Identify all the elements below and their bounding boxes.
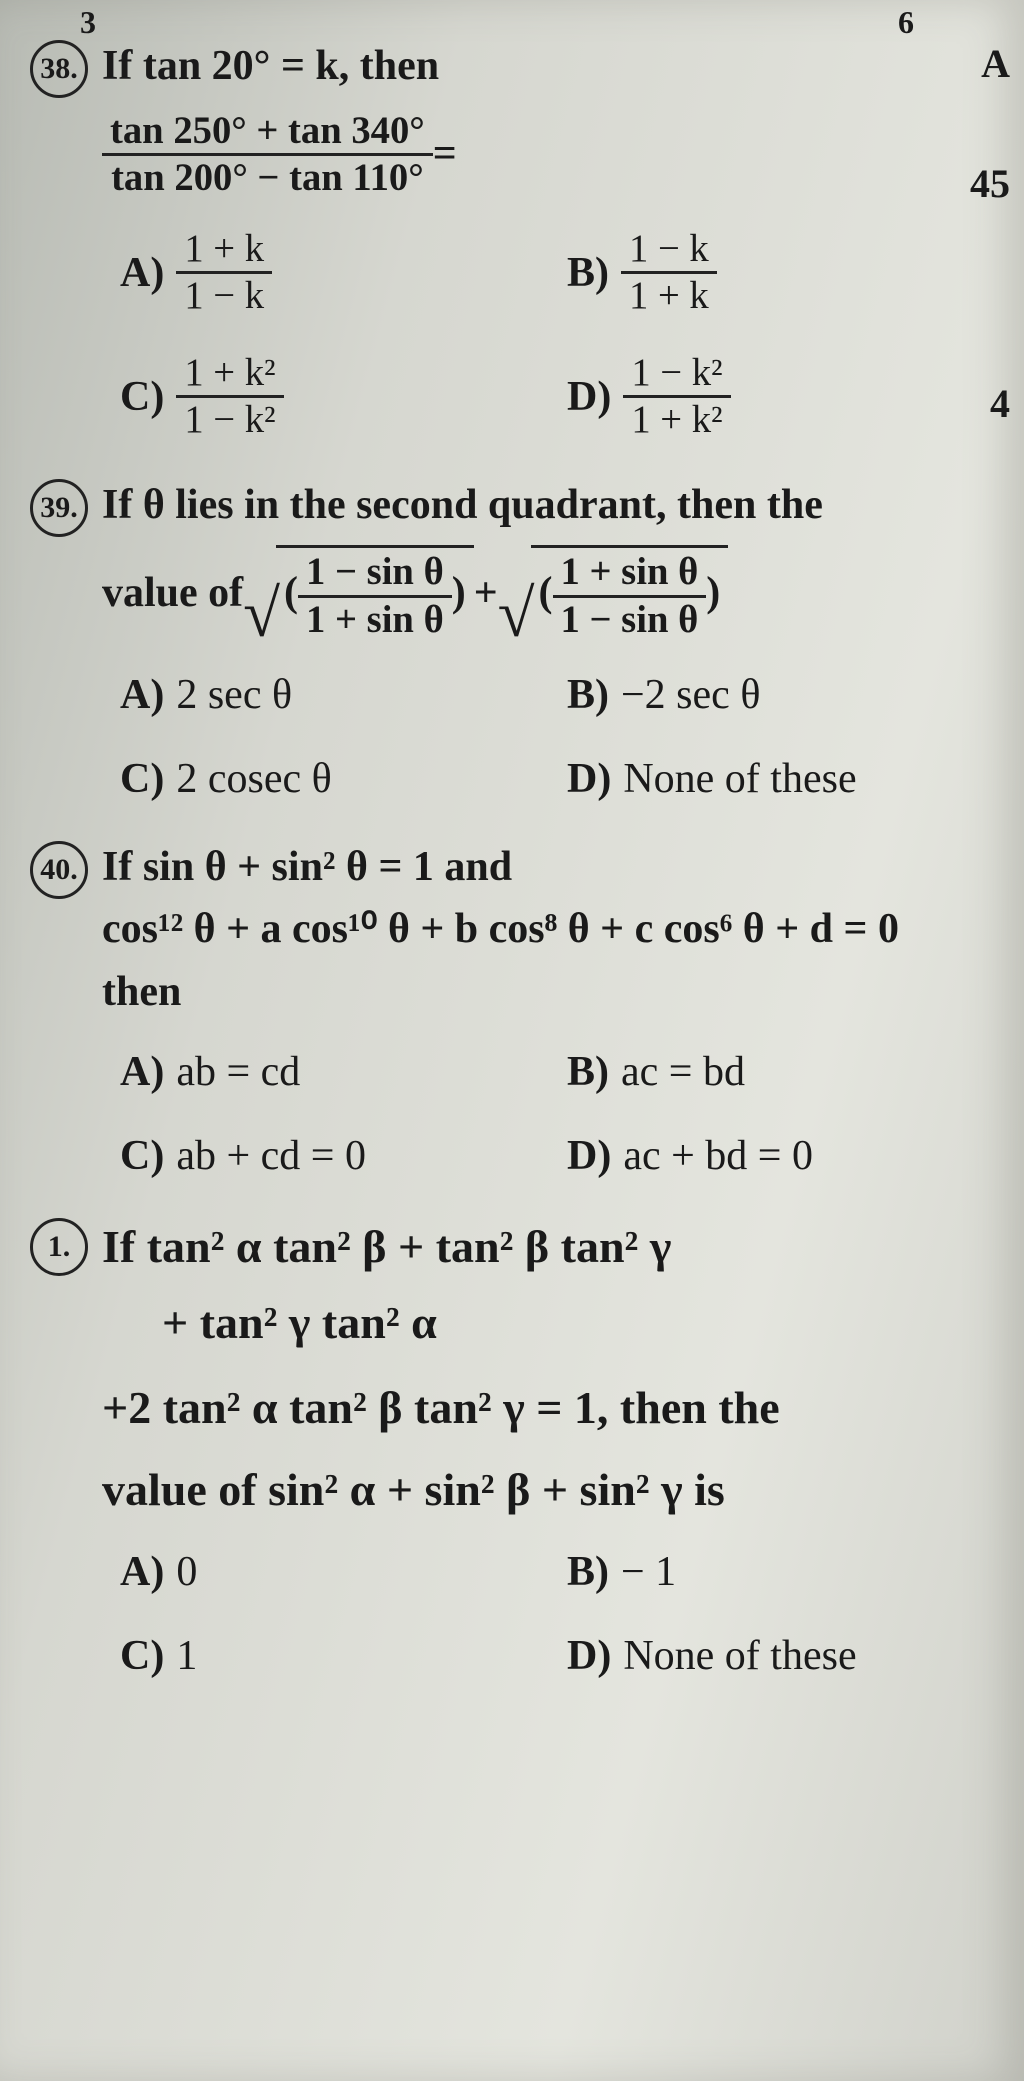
q39-opt-D: D)None of these <box>567 755 974 803</box>
q39-opt-A: A)2 sec θ <box>120 671 527 719</box>
q40-stem-b: cos¹² θ + a cos¹⁰ θ + b cos⁸ θ + c cos⁶ … <box>102 903 899 956</box>
q41-line1: If tan² α tan² β + tan² β tan² γ <box>102 1218 780 1276</box>
q40-opt-D: D)ac + bd = 0 <box>567 1132 974 1180</box>
q40-stem-c: then <box>102 966 899 1019</box>
q41-opt-A: A)0 <box>120 1548 527 1596</box>
q39-value-of: value of <box>102 567 243 620</box>
q39-opt-C: C)2 cosec θ <box>120 755 527 803</box>
edge-top-3: 3 <box>80 4 96 41</box>
q41-opt-D: D)None of these <box>567 1632 974 1680</box>
q39-stem-a: If θ lies in the second quadrant, then t… <box>102 479 823 532</box>
question-39: 39. If θ lies in the second quadrant, th… <box>30 479 974 803</box>
q40-stem-a: If sin θ + sin² θ = 1 and <box>102 841 899 894</box>
q41-line3: +2 tan² α tan² β tan² γ = 1, then the <box>102 1379 780 1437</box>
q39-opt-B: B)−2 sec θ <box>567 671 974 719</box>
question-41: 1. If tan² α tan² β + tan² β tan² γ + ta… <box>30 1218 974 1680</box>
q41-line4: value of sin² α + sin² β + sin² γ is <box>102 1461 780 1519</box>
question-38: 38. If tan 20° = k, then tan 250° + tan … <box>30 40 974 441</box>
edge-right-4c: 4 <box>990 380 1010 427</box>
edge-top-6: 6 <box>898 4 914 41</box>
q40-options: A)ab = cd B)ac = bd C)ab + cd = 0 D)ac +… <box>120 1048 974 1180</box>
edge-right-A: A <box>981 40 1010 87</box>
q41-options: A)0 B)− 1 C)1 D)None of these <box>120 1548 974 1680</box>
q39-options: A)2 sec θ B)−2 sec θ C)2 cosec θ D)None … <box>120 671 974 803</box>
qnum-38: 38. <box>30 40 88 98</box>
q38-main-fraction: tan 250° + tan 340° tan 200° − tan 110° <box>102 111 433 199</box>
q39-plus: + <box>474 567 498 620</box>
q38-opt-D: D) 1 − k²1 + k² <box>567 353 974 441</box>
question-40: 40. If sin θ + sin² θ = 1 and cos¹² θ + … <box>30 841 974 1181</box>
q39-sqrt-1: √ (1 − sin θ1 + sin θ) <box>243 545 474 640</box>
q38-opt-B: B) 1 − k1 + k <box>567 229 974 317</box>
q41-opt-C: C)1 <box>120 1632 527 1680</box>
q40-opt-C: C)ab + cd = 0 <box>120 1132 527 1180</box>
q41-opt-B: B)− 1 <box>567 1548 974 1596</box>
q38-opt-C: C) 1 + k²1 − k² <box>120 353 527 441</box>
edge-right-45: 45 <box>970 160 1010 207</box>
q38-equals: = <box>433 128 457 181</box>
q40-opt-A: A)ab = cd <box>120 1048 527 1096</box>
q39-sqrt-2: √ (1 + sin θ1 − sin θ) <box>498 545 729 640</box>
q38-options: A) 1 + k1 − k B) 1 − k1 + k C) 1 + k²1 −… <box>120 229 974 441</box>
q41-line2: + tan² γ tan² α <box>162 1294 780 1352</box>
qnum-39: 39. <box>30 479 88 537</box>
q40-opt-B: B)ac = bd <box>567 1048 974 1096</box>
qnum-41: 1. <box>30 1218 88 1276</box>
q38-stem-line1: If tan 20° = k, then <box>102 40 457 93</box>
q38-opt-A: A) 1 + k1 − k <box>120 229 527 317</box>
qnum-40: 40. <box>30 841 88 899</box>
page: 3 6 A 45 4 38. If tan 20° = k, then tan … <box>0 0 1024 2081</box>
